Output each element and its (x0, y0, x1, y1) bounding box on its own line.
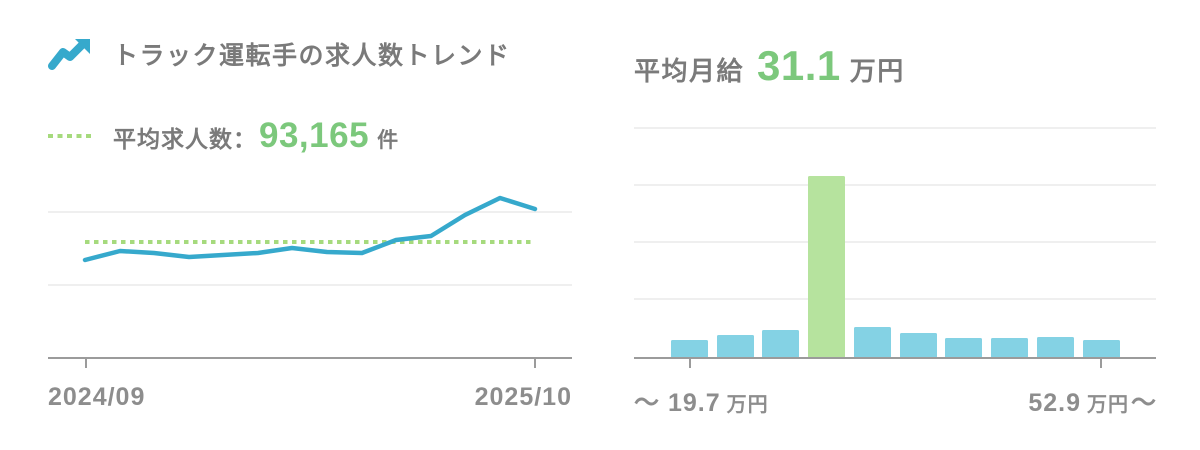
salary-title-unit: 万円 (849, 56, 905, 86)
trend-x-label-start: 2024/09 (48, 383, 146, 411)
average-count-unit: 件 (377, 129, 399, 152)
salary-x-end-wave: ～ (1130, 389, 1156, 417)
salary-x-label-start: ～ 19.7 万円 (634, 383, 769, 419)
average-count-value: 93,165 (259, 116, 370, 155)
salary-x-label-end: 52.9 万円 ～ (1028, 383, 1156, 419)
trend-line-chart (48, 195, 572, 368)
average-legend: 平均求人数： 93,165 件 (48, 116, 398, 156)
trend-header: トラック運転手の求人数トレンド (48, 36, 511, 72)
salary-header: 平均月給 31.1 万円 (634, 42, 905, 90)
average-count-label: 平均求人数： (113, 126, 257, 152)
salary-bar-chart (634, 127, 1156, 368)
trend-title: トラック運転手の求人数トレンド (113, 42, 511, 70)
salary-title-value: 31.1 (757, 42, 841, 89)
salary-x-end-unit: 万円 (1086, 394, 1129, 416)
salary-x-start-number: ～ 19.7 (634, 389, 721, 417)
salary-x-axis-labels: ～ 19.7 万円 52.9 万円 ～ (634, 383, 1156, 419)
trending-up-icon (48, 39, 90, 70)
salary-x-start-unit: 万円 (726, 394, 769, 416)
trend-x-axis-labels: 2024/09 2025/10 (48, 383, 572, 412)
salary-x-end-number: 52.9 (1028, 389, 1081, 417)
salary-title-label: 平均月給 (634, 56, 745, 86)
dotted-average-line-swatch (48, 133, 92, 139)
trend-x-label-end: 2025/10 (474, 383, 572, 411)
